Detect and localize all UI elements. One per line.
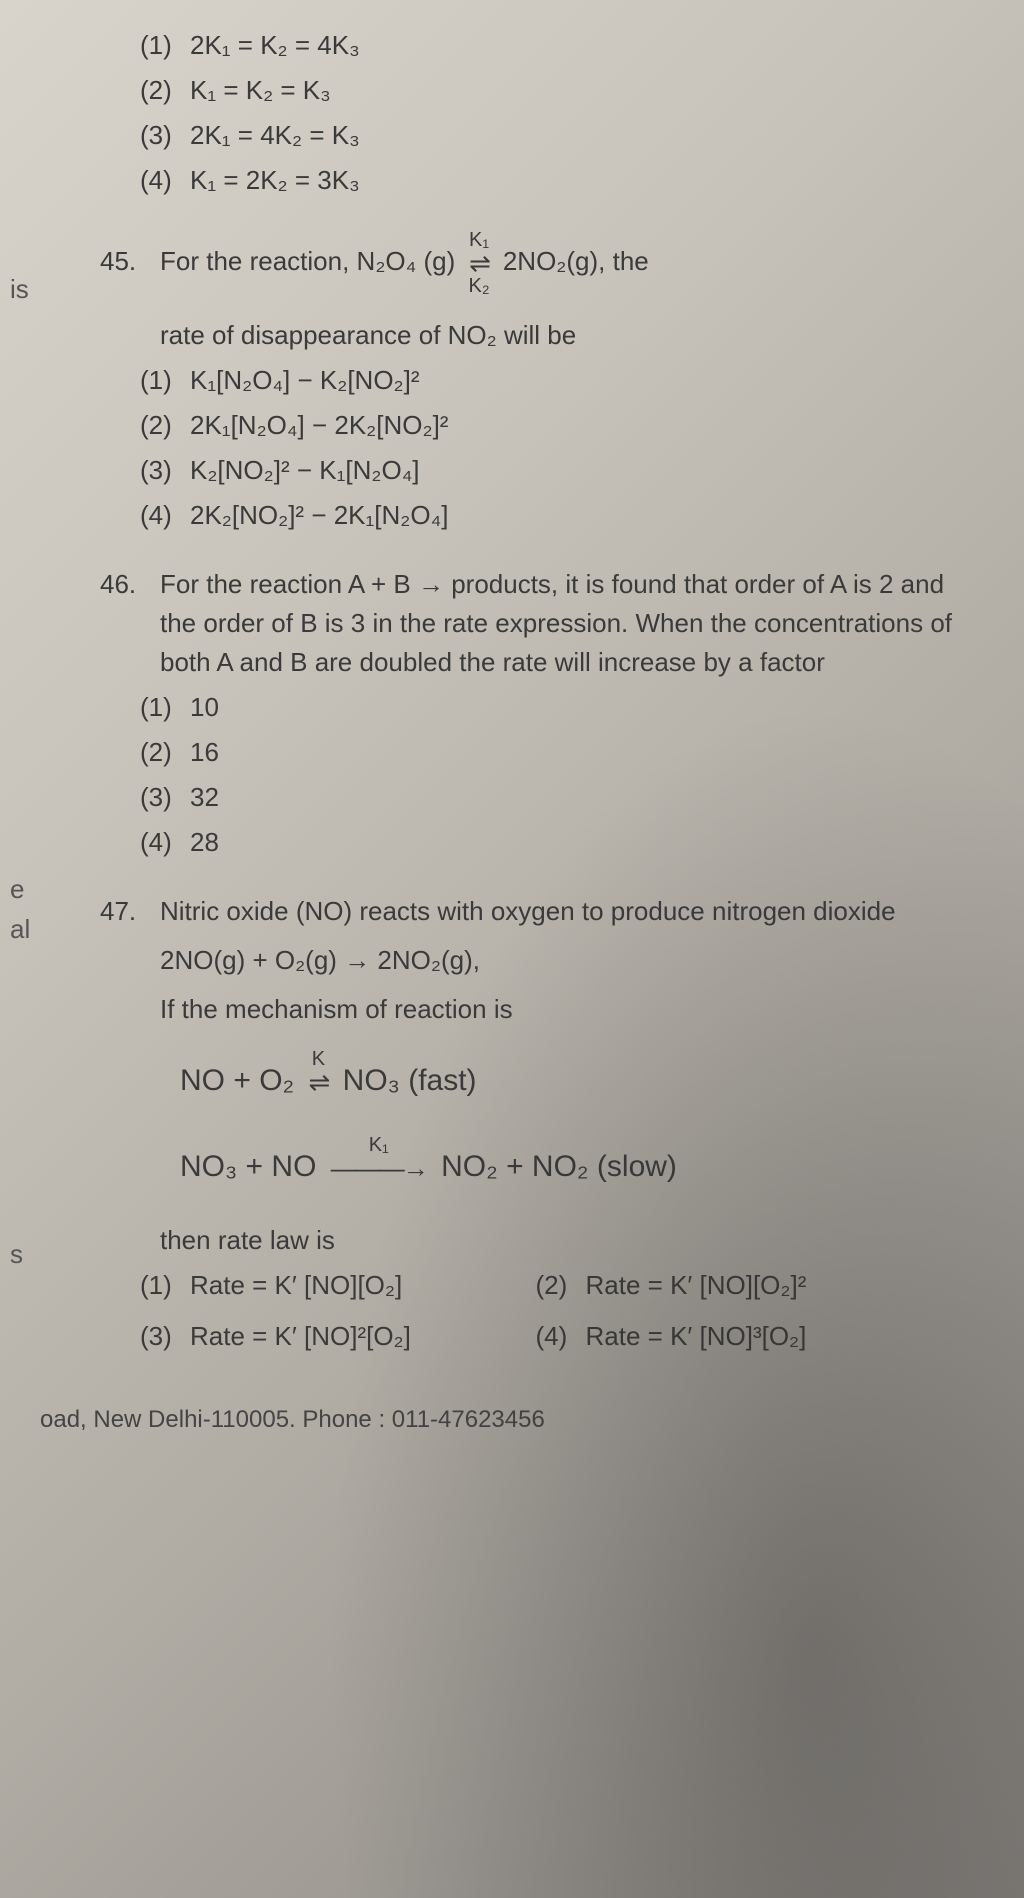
option-number: (4) bbox=[140, 161, 190, 200]
margin-e: e bbox=[10, 870, 24, 909]
option-text: 2K₁ = 4K₂ = K₃ bbox=[190, 116, 360, 155]
option-row: (3) 32 bbox=[140, 778, 964, 817]
mech-rhs: NO₂ + NO₂ (slow) bbox=[441, 1150, 677, 1183]
question-text-line2: rate of disappearance of NO₂ will be bbox=[160, 316, 964, 355]
option-number: (1) bbox=[140, 26, 190, 65]
question-47: 47. Nitric oxide (NO) reacts with oxygen… bbox=[100, 892, 964, 1362]
margin-s: s bbox=[10, 1235, 23, 1274]
arrow-label-bottom: K₂ bbox=[468, 276, 489, 296]
option-row: (3) 2K₁ = 4K₂ = K₃ bbox=[140, 116, 964, 155]
option-number: (2) bbox=[140, 406, 190, 445]
option-row: (1) K₁[N₂O₄] − K₂[NO₂]² bbox=[140, 361, 964, 400]
margin-al: al bbox=[10, 910, 30, 949]
equilibrium-arrow-icon: K ⇌ bbox=[309, 1049, 329, 1115]
option-number: (4) bbox=[536, 1317, 586, 1356]
question-text-part: For the reaction, N₂O₄ (g) bbox=[160, 246, 455, 276]
margin-is: is bbox=[10, 270, 29, 309]
option-row: (1) 10 bbox=[140, 688, 964, 727]
mechanism-step-1: NO + O₂ K ⇌ NO₃ (fast) bbox=[180, 1049, 964, 1115]
option-text: Rate = K′ [NO][O₂]² bbox=[586, 1266, 807, 1305]
option-text: K₁ = K₂ = K₃ bbox=[190, 71, 331, 110]
option-number: (1) bbox=[140, 361, 190, 400]
option-number: (1) bbox=[140, 688, 190, 727]
arrow-label-top: K bbox=[309, 1049, 329, 1069]
arrow-label-top: K₁ bbox=[468, 230, 489, 250]
option-number: (3) bbox=[140, 778, 190, 817]
arrow-glyph: ———→ bbox=[331, 1155, 427, 1181]
option-number: (1) bbox=[140, 1266, 190, 1305]
option-number: (2) bbox=[140, 71, 190, 110]
arrow-glyph: ⇌ bbox=[468, 250, 489, 276]
option-text: K₁ = 2K₂ = 3K₃ bbox=[190, 161, 360, 200]
option-number: (3) bbox=[140, 1317, 190, 1356]
option-number: (3) bbox=[140, 451, 190, 490]
option-text: 32 bbox=[190, 778, 219, 817]
option-row: (4) Rate = K′ [NO]³[O₂] bbox=[536, 1317, 932, 1356]
arrow-label-bottom bbox=[331, 1181, 427, 1201]
option-number: (4) bbox=[140, 496, 190, 535]
arrow-glyph: ⇌ bbox=[309, 1069, 329, 1095]
option-row: (2) 2K₁[N₂O₄] − 2K₂[NO₂]² bbox=[140, 406, 964, 445]
option-row: (4) 2K₂[NO₂]² − 2K₁[N₂O₄] bbox=[140, 496, 964, 535]
option-row: (2) Rate = K′ [NO][O₂]² bbox=[536, 1266, 932, 1305]
question-text: For the reaction A + B → products, it is… bbox=[160, 565, 964, 682]
option-text: 2K₁ = K₂ = 4K₃ bbox=[190, 26, 360, 65]
question-text-line: If the mechanism of reaction is bbox=[160, 990, 964, 1029]
option-text: Rate = K′ [NO]³[O₂] bbox=[586, 1317, 807, 1356]
option-row: (4) 28 bbox=[140, 823, 964, 862]
options-grid: (1) Rate = K′ [NO][O₂] (2) Rate = K′ [NO… bbox=[140, 1260, 964, 1362]
question-text: Nitric oxide (NO) reacts with oxygen to … bbox=[160, 892, 964, 931]
question-44-options: (1) 2K₁ = K₂ = 4K₃ (2) K₁ = K₂ = K₃ (3) … bbox=[100, 26, 964, 200]
option-number: (2) bbox=[536, 1266, 586, 1305]
question-number: 47. bbox=[100, 892, 160, 931]
option-row: (3) Rate = K′ [NO]²[O₂] bbox=[140, 1317, 536, 1356]
mechanism-step-2: NO₃ + NO K₁ ———→ NO₂ + NO₂ (slow) bbox=[180, 1135, 964, 1201]
option-row: (3) K₂[NO₂]² − K₁[N₂O₄] bbox=[140, 451, 964, 490]
option-text: 16 bbox=[190, 733, 219, 772]
option-text: 2K₂[NO₂]² − 2K₁[N₂O₄] bbox=[190, 496, 448, 535]
option-row: (1) 2K₁ = K₂ = 4K₃ bbox=[140, 26, 964, 65]
mech-lhs: NO₃ + NO bbox=[180, 1150, 316, 1183]
option-number: (2) bbox=[140, 733, 190, 772]
question-46: 46. For the reaction A + B → products, i… bbox=[100, 565, 964, 862]
question-45: 45. For the reaction, N₂O₄ (g) K₁ ⇌ K₂ 2… bbox=[100, 230, 964, 535]
arrow-label-bottom bbox=[309, 1095, 329, 1115]
forward-arrow-icon: K₁ ———→ bbox=[331, 1135, 427, 1201]
option-row: (2) 16 bbox=[140, 733, 964, 772]
question-number: 46. bbox=[100, 565, 160, 604]
option-text: 2K₁[N₂O₄] − 2K₂[NO₂]² bbox=[190, 406, 448, 445]
option-row: (4) K₁ = 2K₂ = 3K₃ bbox=[140, 161, 964, 200]
question-text-part: 2NO₂(g), the bbox=[503, 246, 649, 276]
option-text: Rate = K′ [NO]²[O₂] bbox=[190, 1317, 411, 1356]
option-number: (3) bbox=[140, 116, 190, 155]
option-row: (2) K₁ = K₂ = K₃ bbox=[140, 71, 964, 110]
mech-rhs: NO₃ (fast) bbox=[343, 1064, 477, 1097]
page-footer: oad, New Delhi-110005. Phone : 011-47623… bbox=[40, 1402, 964, 1438]
equilibrium-arrow-icon: K₁ ⇌ K₂ bbox=[468, 230, 489, 296]
mech-lhs: NO + O₂ bbox=[180, 1064, 294, 1097]
reaction-equation: 2NO(g) + O₂(g) → 2NO₂(g), bbox=[160, 941, 964, 980]
arrow-label-top: K₁ bbox=[331, 1135, 427, 1155]
question-text: For the reaction, N₂O₄ (g) K₁ ⇌ K₂ 2NO₂(… bbox=[160, 230, 964, 296]
option-text: Rate = K′ [NO][O₂] bbox=[190, 1266, 402, 1305]
option-text: 28 bbox=[190, 823, 219, 862]
question-text-line: then rate law is bbox=[160, 1221, 964, 1260]
option-row: (1) Rate = K′ [NO][O₂] bbox=[140, 1266, 536, 1305]
option-text: K₁[N₂O₄] − K₂[NO₂]² bbox=[190, 361, 420, 400]
page-content: is e al s (1) 2K₁ = K₂ = 4K₃ (2) K₁ = K₂… bbox=[0, 0, 1024, 1498]
option-number: (4) bbox=[140, 823, 190, 862]
option-text: 10 bbox=[190, 688, 219, 727]
question-number: 45. bbox=[100, 242, 160, 281]
option-text: K₂[NO₂]² − K₁[N₂O₄] bbox=[190, 451, 420, 490]
